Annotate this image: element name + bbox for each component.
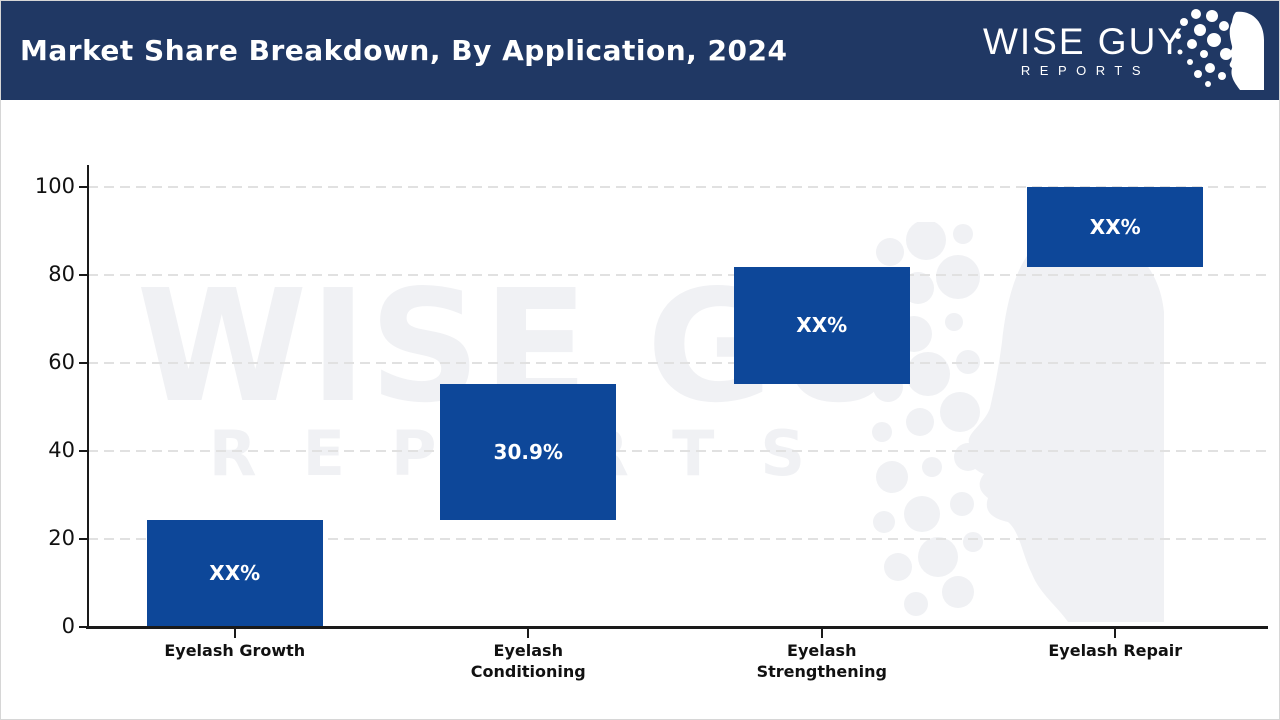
gridline-80 <box>88 274 1268 276</box>
y-axis-tick-label: 100 <box>34 174 75 198</box>
y-axis-tick <box>79 538 88 540</box>
gridline-40 <box>88 450 1268 452</box>
logo-face-icon <box>1175 9 1264 90</box>
category-label-3: Eyelash Strengthening <box>756 641 887 681</box>
chart-bar-1: XX% <box>146 519 323 627</box>
y-axis-tick-label: 20 <box>48 526 75 550</box>
bar-value-label: XX% <box>796 313 848 338</box>
gridline-100 <box>88 186 1268 188</box>
y-axis-tick <box>79 362 88 364</box>
y-axis-tick <box>79 450 88 452</box>
bar-value-label: XX% <box>1089 215 1141 240</box>
chart-bar-4: XX% <box>1027 187 1204 268</box>
chart-bar-2: 30.9% <box>440 383 617 520</box>
chart-title: Market Share Breakdown, By Application, … <box>20 33 788 67</box>
watermark-face-icon <box>868 222 1164 622</box>
y-axis-tick-label: 80 <box>48 262 75 286</box>
y-axis-tick <box>79 186 88 188</box>
x-axis-line <box>86 626 1268 629</box>
gridline-60 <box>88 362 1268 364</box>
gridline-20 <box>88 538 1268 540</box>
x-axis-tick <box>527 629 530 638</box>
wise-guy-logo: WISE GUY REPORTS <box>983 6 1280 94</box>
category-label-2: Eyelash Conditioning <box>470 641 586 681</box>
logo-text: WISE GUY REPORTS <box>982 20 1184 78</box>
header-bar: Market Share Breakdown, By Application, … <box>0 0 1280 100</box>
y-axis-tick <box>79 274 88 276</box>
category-label-4: Eyelash Repair <box>1048 641 1183 660</box>
y-axis-line <box>87 165 89 629</box>
y-axis-tick <box>79 626 88 628</box>
chart-bar-3: XX% <box>733 267 910 384</box>
bar-value-label: 30.9% <box>493 439 563 464</box>
y-axis-tick-label: 40 <box>48 438 75 462</box>
y-axis-tick-label: 0 <box>61 614 75 638</box>
y-axis-tick-label: 60 <box>48 350 75 374</box>
x-axis-tick <box>820 629 823 638</box>
x-axis-tick <box>1114 629 1117 638</box>
x-axis-tick <box>233 629 236 638</box>
bar-value-label: XX% <box>209 561 261 586</box>
category-label-1: Eyelash Growth <box>164 641 306 660</box>
logo-subtitle: REPORTS <box>1020 62 1151 78</box>
logo-wordmark: WISE GUY <box>982 20 1184 62</box>
